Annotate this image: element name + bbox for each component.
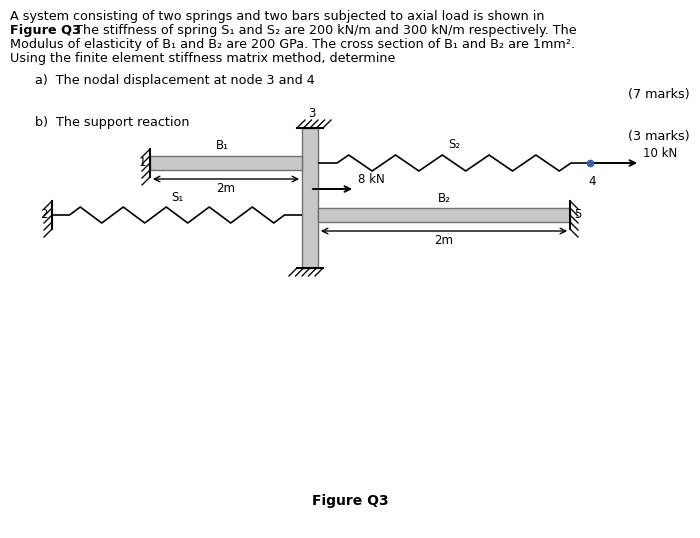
Text: B₁: B₁ [216,139,228,152]
Text: 2m: 2m [435,234,454,247]
Text: Figure Q3: Figure Q3 [10,24,81,37]
Text: Using the finite element stiffness matrix method, determine: Using the finite element stiffness matri… [10,52,395,65]
Text: (3 marks): (3 marks) [629,130,690,143]
Text: 8 kN: 8 kN [358,173,385,186]
Text: 2m: 2m [216,182,235,195]
Text: 10 kN: 10 kN [643,147,678,160]
Text: Modulus of elasticity of B₁ and B₂ are 200 GPa. The cross section of B₁ and B₂ a: Modulus of elasticity of B₁ and B₂ are 2… [10,38,575,51]
Bar [150,156,302,170]
Text: B₂: B₂ [438,192,450,205]
Text: (7 marks): (7 marks) [629,88,690,101]
Text: b)  The support reaction: b) The support reaction [35,116,190,129]
Text: A system consisting of two springs and two bars subjected to axial load is shown: A system consisting of two springs and t… [10,10,545,23]
Text: 5: 5 [574,209,582,222]
Bar [318,208,570,222]
Bar [302,128,318,268]
Text: Figure Q3: Figure Q3 [312,494,388,508]
Text: S₁: S₁ [171,191,183,204]
Text: 1: 1 [139,157,146,169]
Text: 2: 2 [41,209,48,222]
Text: . The stiffness of spring S₁ and S₂ are 200 kN/m and 300 kN/m respectively. The: . The stiffness of spring S₁ and S₂ are … [67,24,577,37]
Text: S₂: S₂ [448,138,460,151]
Text: a)  The nodal displacement at node 3 and 4: a) The nodal displacement at node 3 and … [35,74,315,87]
Text: 4: 4 [588,175,596,188]
Text: 3: 3 [308,107,316,120]
